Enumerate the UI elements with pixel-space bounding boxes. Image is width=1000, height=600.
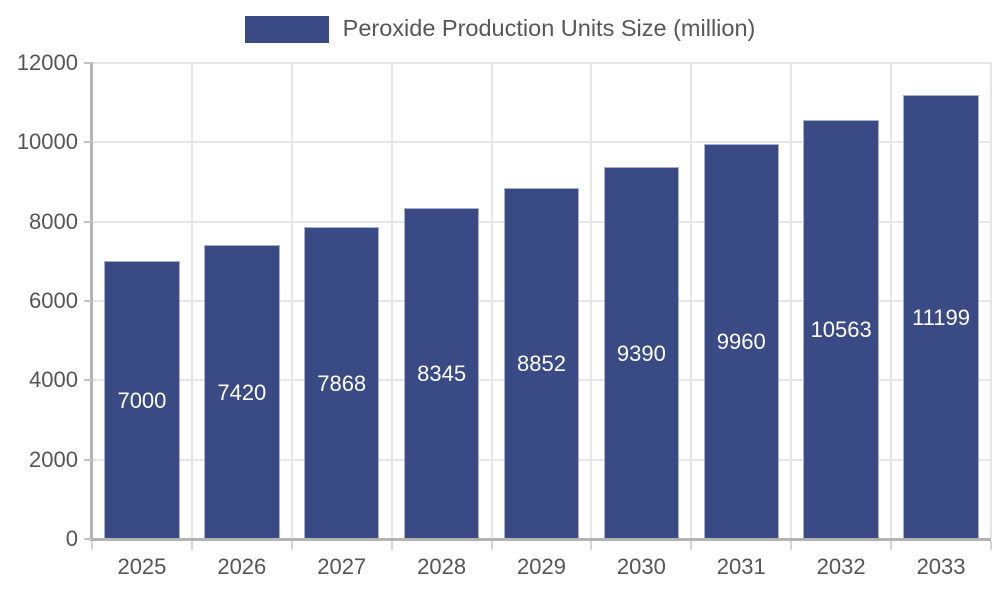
gridline-vertical	[790, 63, 793, 539]
gridline-vertical	[290, 63, 293, 539]
bar-2025[interactable]: 7000	[104, 261, 180, 539]
x-axis-tick-mark	[290, 541, 293, 550]
bar-2033[interactable]: 11199	[903, 94, 979, 539]
bar-value-label-2027: 7868	[317, 370, 367, 396]
y-axis-tick-label: 12000	[16, 50, 78, 75]
x-axis-tick-label-2032: 2032	[816, 554, 866, 579]
x-axis-tick-label-2025: 2025	[117, 554, 167, 579]
bar-2031[interactable]: 9960	[703, 143, 779, 539]
y-axis-tick-label: 8000	[29, 208, 78, 234]
y-axis-tick-label: 6000	[29, 288, 78, 313]
gridline-vertical	[490, 63, 493, 539]
x-axis-tick-label-2026: 2026	[217, 554, 267, 579]
x-axis-tick-mark	[990, 541, 992, 550]
bar-value-label-2033: 11199	[912, 304, 970, 330]
gridline-horizontal	[92, 62, 991, 64]
y-axis-tick-mark	[84, 538, 92, 540]
x-axis-tick-mark	[490, 541, 493, 550]
bar-2028[interactable]: 8345	[403, 207, 480, 539]
x-axis-tick-mark	[190, 541, 193, 550]
gridline-vertical	[590, 63, 593, 539]
legend-swatch-peroxide-production-units-size	[244, 15, 329, 43]
gridline-vertical	[690, 63, 693, 539]
bar-value-label-2026: 7420	[217, 379, 267, 405]
gridline-vertical	[190, 63, 193, 539]
x-axis-tick-mark	[690, 541, 693, 550]
y-axis-tick-mark	[84, 141, 92, 144]
y-axis-tick-mark	[84, 300, 92, 302]
x-axis-tick-mark	[790, 541, 793, 550]
x-axis-tick-label-2028: 2028	[417, 554, 467, 579]
x-axis-tick-label-2030: 2030	[616, 554, 666, 579]
x-axis-tick-label-2033: 2033	[916, 554, 966, 579]
bar-2032[interactable]: 10563	[803, 120, 879, 539]
gridline-vertical	[390, 63, 393, 539]
gridline-vertical	[990, 63, 992, 539]
chart-legend: Peroxide Production Units Size (million)	[0, 10, 1000, 48]
y-axis-tick-mark	[84, 220, 92, 223]
y-axis-tick-label: 2000	[29, 446, 78, 472]
legend-label-peroxide-production-units-size: Peroxide Production Units Size (million)	[342, 15, 756, 42]
y-axis-tick-mark	[84, 458, 92, 461]
y-axis-tick-label: 10000	[16, 129, 78, 155]
x-axis-tick-label-2027: 2027	[317, 554, 367, 579]
y-axis-tick-label: 4000	[29, 367, 78, 393]
bar-value-label-2025: 7000	[117, 388, 167, 414]
x-axis-tick-mark	[390, 541, 393, 550]
y-axis-tick-label: 0	[65, 526, 78, 551]
x-axis-tick-mark	[890, 541, 893, 550]
bar-value-label-2028: 8345	[417, 361, 467, 387]
bar-value-label-2031: 9960	[716, 329, 766, 355]
x-axis-tick-label-2031: 2031	[716, 554, 766, 579]
bar-2027[interactable]: 7868	[304, 226, 380, 539]
bar-value-label-2032: 10563	[810, 317, 872, 343]
x-axis-spine	[90, 538, 991, 541]
x-axis-tick-label-2029: 2029	[517, 554, 566, 579]
gridline-vertical	[890, 63, 893, 539]
bar-2029[interactable]: 8852	[503, 187, 580, 539]
bar-value-label-2030: 9390	[616, 340, 666, 366]
x-axis-tick-mark	[590, 541, 593, 550]
plot-area: 7000 7420 7868 8345 8852 9390 9960 10563 11199	[92, 62, 992, 539]
gridline-horizontal	[92, 141, 991, 144]
bar-value-label-2029: 8852	[517, 351, 566, 377]
y-axis-tick-mark	[84, 379, 92, 382]
bar-2026[interactable]: 7420	[204, 244, 280, 539]
y-axis-tick-mark	[84, 62, 92, 64]
x-axis-tick-mark	[91, 541, 93, 550]
bar-2030[interactable]: 9390	[603, 166, 680, 539]
